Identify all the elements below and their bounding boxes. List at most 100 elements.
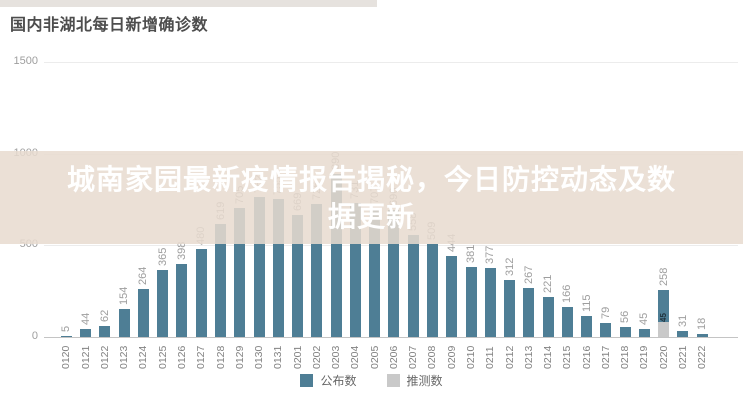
bar <box>581 315 593 337</box>
x-axis-label: 0212 <box>503 345 516 369</box>
gridline <box>44 62 738 64</box>
x-axis-label: 0221 <box>676 345 689 369</box>
bar <box>176 264 188 337</box>
bar-value-label: 31 <box>676 315 689 328</box>
bar <box>272 198 284 337</box>
estimated-bar-segment <box>658 322 670 337</box>
x-axis-label: 0125 <box>156 345 169 369</box>
bar <box>234 207 246 337</box>
bar <box>80 328 92 337</box>
x-axis-label: 0122 <box>98 345 111 369</box>
x-axis-label: 0207 <box>407 345 420 369</box>
x-axis-label: 0204 <box>349 345 362 369</box>
bar <box>195 249 207 337</box>
x-axis-label: 0130 <box>253 345 265 369</box>
x-axis-label: 0128 <box>214 345 227 369</box>
bar <box>407 234 419 337</box>
bar-value-label: 115 <box>580 294 593 312</box>
bar-value-label: 79 <box>599 306 612 319</box>
x-axis-label: 0129 <box>233 345 246 369</box>
x-axis-label: 0211 <box>484 346 497 369</box>
bar-value-label: 166 <box>561 284 574 303</box>
x-axis-label: 0210 <box>465 345 477 369</box>
x-axis-label: 0121 <box>79 345 92 369</box>
x-axis-label: 0124 <box>137 345 150 369</box>
bar <box>369 207 381 337</box>
chart-title: 国内非湖北每日新增确诊数 <box>10 17 209 34</box>
bar <box>388 209 400 337</box>
top-strip <box>0 0 377 7</box>
headline-line-1: 城南家园最新疫情报告揭秘，今日防控动态及数 <box>66 163 676 195</box>
bar <box>484 267 496 337</box>
bar <box>292 214 303 337</box>
x-axis-label: 0202 <box>310 345 323 369</box>
chart-legend: 公布数 推测数 <box>0 367 743 393</box>
bar <box>465 267 477 337</box>
estimated-value-label: 45 <box>659 313 669 322</box>
bar <box>696 333 708 337</box>
bar <box>253 197 265 337</box>
legend-item: 公布数 <box>300 372 357 389</box>
bar-value-label: 18 <box>696 317 709 330</box>
legend-label: 公布数 <box>320 373 357 388</box>
x-axis-label: 0131 <box>272 345 285 369</box>
x-axis-label: 0219 <box>638 345 651 369</box>
bar-value-label: 264 <box>137 266 150 285</box>
bar <box>118 308 130 337</box>
x-axis-label: 0216 <box>580 345 593 369</box>
x-axis-label: 0214 <box>542 345 554 369</box>
bar <box>523 288 535 337</box>
headline-overlay: 城南家园最新疫情报告揭秘，今日防控动态及数 据更新 <box>0 151 743 244</box>
x-axis-label: 0208 <box>426 345 439 369</box>
bar-value-label: 221 <box>542 274 554 293</box>
y-axis-label: 0 <box>31 330 38 342</box>
x-axis-label: 0126 <box>175 345 188 369</box>
x-axis-label: 0206 <box>387 345 400 369</box>
bar <box>561 306 573 337</box>
bar-value-label: 5 <box>60 325 73 332</box>
bar <box>330 174 342 337</box>
bar <box>446 255 458 337</box>
bar-value-label: 154 <box>118 286 131 305</box>
bar <box>215 223 226 337</box>
x-axis-label: 0220 <box>657 345 670 369</box>
x-axis-label: 0215 <box>561 345 574 369</box>
bar <box>311 204 323 337</box>
legend-item: 推测数 <box>386 372 443 389</box>
bar <box>157 270 169 337</box>
headline-line-2: 据更新 <box>327 200 415 232</box>
bar <box>349 203 361 337</box>
bar-value-label: 44 <box>79 312 92 325</box>
x-axis-label: 0209 <box>445 345 458 369</box>
bar <box>638 328 650 337</box>
bar <box>677 331 689 337</box>
x-axis-label: 0123 <box>118 345 131 369</box>
bar-value-label: 45 <box>638 312 651 325</box>
bar <box>426 243 438 337</box>
x-axis-label: 0222 <box>696 345 709 369</box>
bar-value-label: 56 <box>619 310 632 323</box>
legend-swatch <box>300 373 314 387</box>
x-axis-label: 0127 <box>195 345 208 369</box>
bar-value-label: 62 <box>98 309 111 322</box>
x-axis-label: 0205 <box>368 345 381 369</box>
bar-value-label: 258 <box>657 267 670 286</box>
x-axis-label: 0201 <box>291 345 304 369</box>
legend-label: 推测数 <box>406 373 443 388</box>
y-axis-label: 1500 <box>13 55 38 68</box>
bar <box>137 288 149 337</box>
legend-swatch <box>386 373 400 387</box>
x-axis-label: 0217 <box>599 345 612 369</box>
bar <box>658 289 670 337</box>
x-axis-label: 0203 <box>330 345 343 369</box>
bar-value-label: 267 <box>522 265 535 285</box>
bar <box>600 322 612 337</box>
x-axis-label: 0213 <box>522 345 535 369</box>
bar <box>619 326 631 337</box>
bar <box>542 296 554 337</box>
x-axis-label: 0120 <box>60 345 73 369</box>
x-axis-line <box>44 337 738 338</box>
x-axis-label: 0218 <box>619 345 632 369</box>
